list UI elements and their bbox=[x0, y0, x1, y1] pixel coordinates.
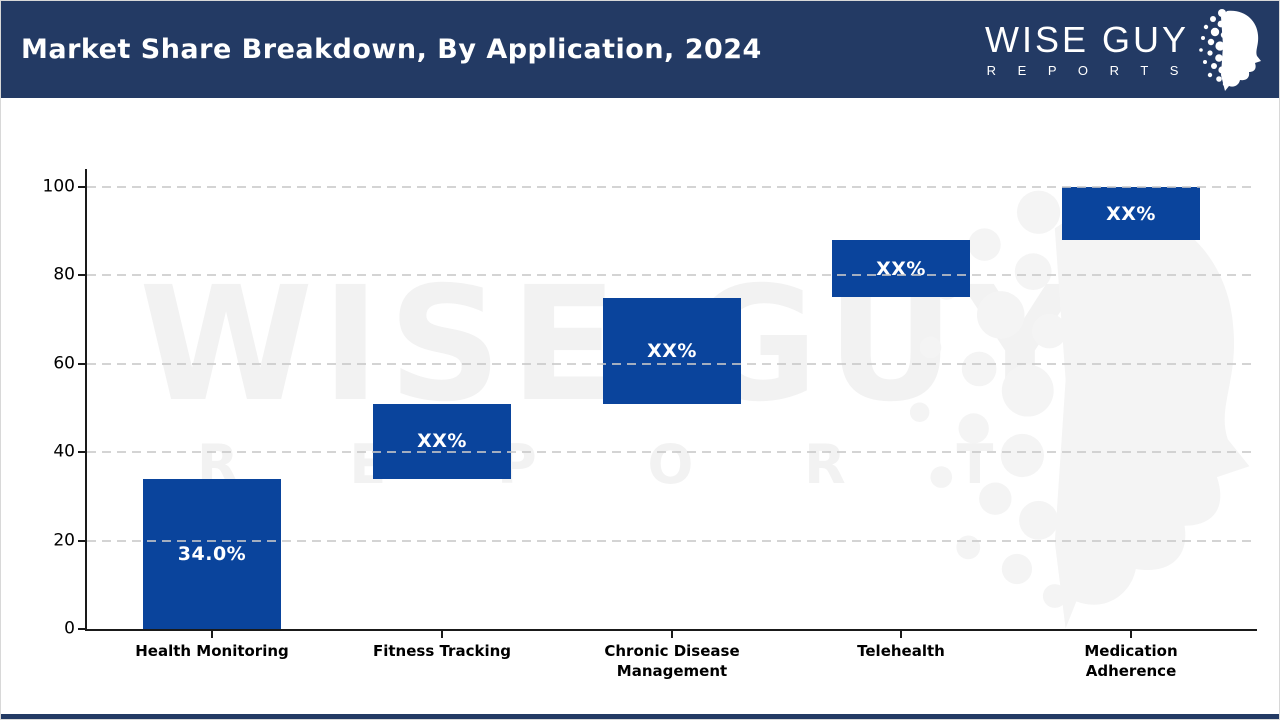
x-category-label: Fitness Tracking bbox=[372, 642, 512, 660]
x-category-label: Chronic Disease Management bbox=[604, 642, 740, 681]
brand-subtitle: R E P O R T S bbox=[986, 63, 1188, 78]
brand-face-icon bbox=[1191, 5, 1265, 95]
y-tick-mark bbox=[78, 186, 85, 188]
brand-logo: WISE GUY R E P O R T S bbox=[985, 5, 1265, 95]
y-tick-label: 60 bbox=[53, 353, 75, 374]
waterfall-bar: XX% bbox=[373, 403, 511, 479]
waterfall-bar: 34.0% bbox=[143, 478, 281, 629]
bar-value-label: XX% bbox=[647, 339, 697, 362]
y-tick-label: 20 bbox=[53, 530, 75, 551]
y-axis-spine bbox=[85, 169, 87, 631]
x-tick-mark bbox=[900, 631, 902, 638]
bar-value-label: XX% bbox=[876, 257, 926, 280]
y-tick-label: 40 bbox=[53, 441, 75, 462]
brand-name: WISE GUY bbox=[984, 19, 1189, 60]
x-axis-spine bbox=[85, 629, 1257, 631]
y-tick-mark bbox=[78, 628, 85, 630]
y-tick-mark bbox=[78, 362, 85, 365]
watermark-brand-subtitle: R E P O R T S bbox=[197, 433, 1190, 496]
gridline bbox=[87, 186, 1257, 188]
y-tick-label: 80 bbox=[53, 264, 75, 285]
gridline bbox=[87, 274, 1257, 277]
x-category-label: Health Monitoring bbox=[135, 642, 289, 660]
x-tick-mark bbox=[671, 631, 673, 638]
brand-logo-text: WISE GUY R E P O R T S bbox=[984, 19, 1189, 78]
page-title: Market Share Breakdown, By Application, … bbox=[21, 34, 762, 65]
footer-accent-strip bbox=[1, 714, 1279, 719]
bar-value-label: XX% bbox=[1106, 202, 1156, 225]
waterfall-bar: XX% bbox=[832, 240, 970, 298]
gridline bbox=[87, 539, 1257, 542]
x-tick-mark bbox=[441, 631, 443, 638]
x-category-label: Medication Adherence bbox=[1084, 642, 1178, 681]
header-bar: Market Share Breakdown, By Application, … bbox=[1, 1, 1279, 98]
x-tick-mark bbox=[211, 631, 213, 638]
watermark-face-icon bbox=[871, 161, 1271, 635]
gridline bbox=[87, 451, 1257, 454]
waterfall-bar: XX% bbox=[603, 297, 741, 404]
bar-value-label: XX% bbox=[417, 430, 467, 453]
y-tick-mark bbox=[78, 451, 85, 454]
y-tick-label: 0 bbox=[64, 618, 75, 639]
x-category-label: Telehealth bbox=[857, 642, 945, 660]
y-tick-label: 100 bbox=[42, 176, 75, 197]
gridline bbox=[87, 362, 1257, 365]
y-tick-mark bbox=[78, 539, 85, 542]
bar-value-label: 34.0% bbox=[177, 542, 247, 565]
waterfall-bar: XX% bbox=[1062, 187, 1200, 241]
y-tick-mark bbox=[78, 274, 85, 277]
x-tick-mark bbox=[1130, 631, 1132, 638]
